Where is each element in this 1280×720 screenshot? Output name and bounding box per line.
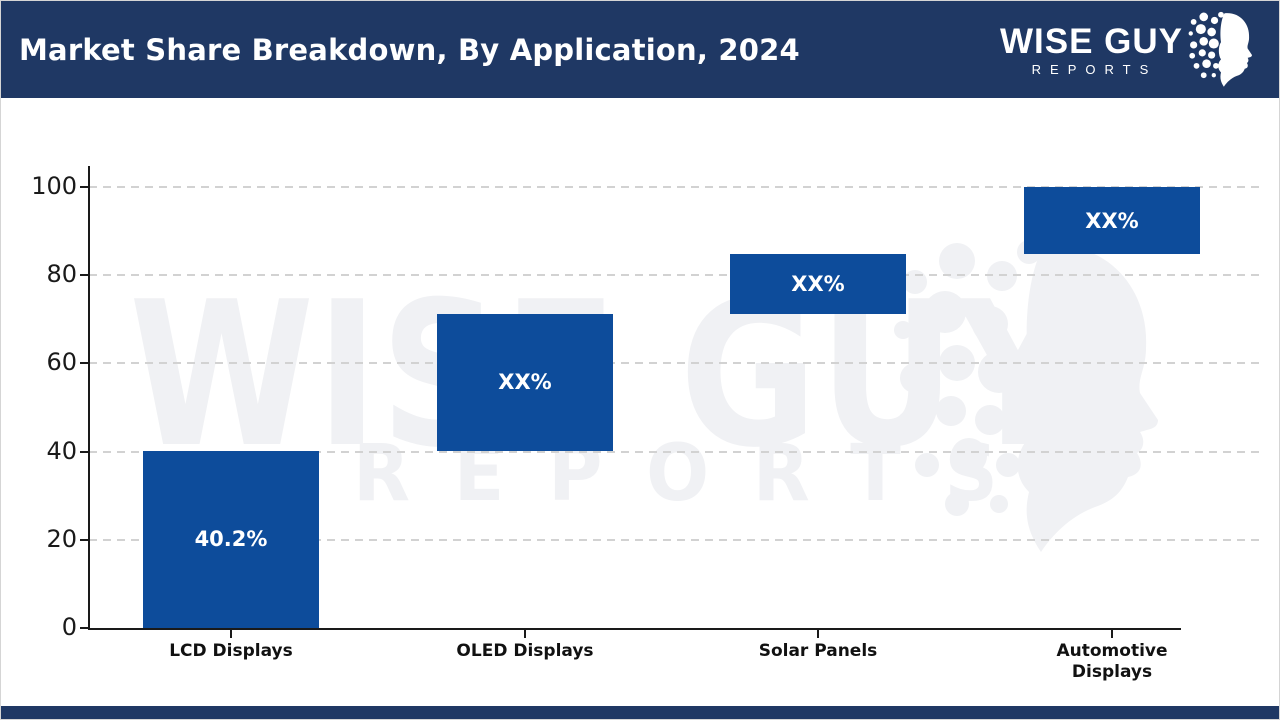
bar-solar-panels: XX%: [730, 254, 906, 314]
x-axis-line: [88, 628, 1181, 630]
wise-guy-logo: WISE GUY REPORTS: [1000, 10, 1257, 90]
y-tick-80: [80, 274, 88, 277]
header-band: Market Share Breakdown, By Application, …: [1, 1, 1279, 98]
y-tick-40: [80, 450, 88, 453]
gridline-y-100: [89, 186, 1263, 188]
x-category-label: OLED Displays: [456, 641, 594, 661]
x-category-label: Automotive Displays: [1056, 641, 1168, 683]
y-tick-label-20: 20: [46, 524, 77, 553]
bar-value-label: XX%: [791, 271, 845, 296]
x-category-label: LCD Displays: [169, 641, 293, 661]
y-tick-label-100: 100: [31, 172, 77, 200]
x-category-label: Solar Panels: [758, 641, 878, 661]
y-tick-100: [80, 186, 88, 188]
bar-value-label: XX%: [1085, 208, 1139, 233]
logo-face-icon: [1188, 11, 1252, 87]
y-tick-20: [80, 538, 88, 541]
gridline-y-40: [89, 450, 1263, 453]
bar-lcd-displays: 40.2%: [143, 450, 319, 628]
logo-subtext: REPORTS: [1031, 61, 1158, 77]
logo-text: WISE GUY REPORTS: [1000, 24, 1183, 76]
bar-oled-displays: XX%: [437, 313, 613, 451]
footer-band: [1, 706, 1279, 719]
gridline-y-60: [89, 362, 1263, 365]
y-tick-label-0: 0: [61, 613, 77, 641]
gridline-y-80: [89, 274, 1263, 277]
x-tick-0: [230, 630, 232, 638]
logo-wordmark: WISE GUY: [999, 21, 1183, 61]
x-tick-1: [524, 630, 526, 638]
x-tick-3: [1111, 630, 1113, 638]
y-axis-line: [88, 166, 90, 630]
x-tick-2: [817, 630, 819, 638]
bar-automotive-displays: XX%: [1024, 187, 1200, 255]
y-tick-60: [80, 362, 88, 365]
y-tick-0: [80, 627, 88, 629]
gridline-y-20: [89, 538, 1263, 541]
page-title: Market Share Breakdown, By Application, …: [19, 32, 800, 67]
y-tick-label-40: 40: [46, 436, 77, 465]
bar-value-label: 40.2%: [194, 527, 268, 552]
bar-value-label: XX%: [498, 370, 552, 395]
y-tick-label-80: 80: [46, 260, 77, 289]
y-tick-label-60: 60: [46, 348, 77, 377]
